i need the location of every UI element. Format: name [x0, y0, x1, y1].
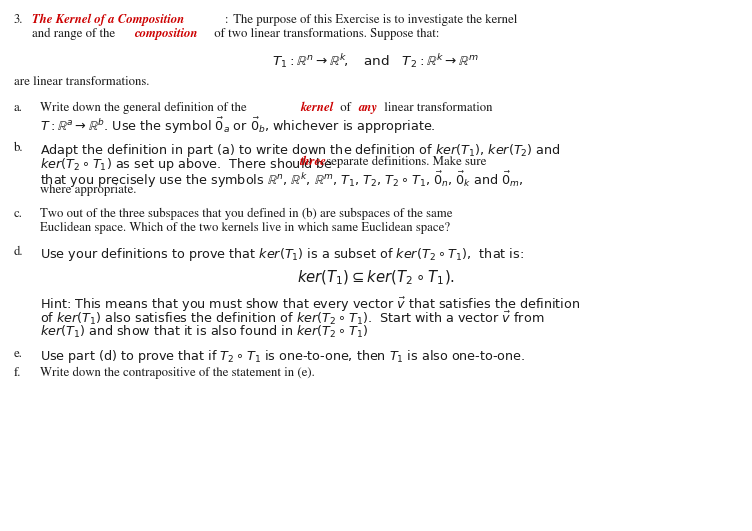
Text: Euclidean space. Which of the two kernels live in which same Euclidean space?: Euclidean space. Which of the two kernel…: [40, 222, 450, 234]
Text: of: of: [337, 102, 354, 114]
Text: of $\mathit{ker}(T_1)$ also satisfies the definition of $\mathit{ker}(T_2 \circ : of $\mathit{ker}(T_1)$ also satisfies th…: [40, 310, 544, 328]
Text: $T_1 : \mathbb{R}^n \rightarrow \mathbb{R}^k\!, \quad \mathrm{and} \quad T_2 : \: $T_1 : \mathbb{R}^n \rightarrow \mathbb{…: [272, 52, 480, 70]
Text: three: three: [299, 156, 326, 168]
Text: The purpose of this Exercise is to investigate the kernel: The purpose of this Exercise is to inves…: [230, 14, 517, 26]
Text: linear transformation: linear transformation: [381, 102, 493, 114]
Text: d.: d.: [14, 246, 23, 258]
Text: of two linear transformations. Suppose that:: of two linear transformations. Suppose t…: [211, 28, 439, 40]
Text: Use your definitions to prove that $\mathit{ker}(T_1)$ is a subset of $\mathit{k: Use your definitions to prove that $\mat…: [40, 246, 524, 263]
Text: a.: a.: [14, 102, 23, 114]
Text: $\mathit{ker}(T_2 \circ T_1)$ as set up above.  There should be: $\mathit{ker}(T_2 \circ T_1)$ as set up …: [40, 156, 334, 173]
Text: :: :: [225, 14, 229, 26]
Text: kernel: kernel: [300, 102, 333, 114]
Text: Use part (d) to prove that if $T_2 \circ T_1$ is one-to-one, then $T_1$ is also : Use part (d) to prove that if $T_2 \circ…: [40, 348, 526, 365]
Text: 3.: 3.: [14, 14, 23, 26]
Text: and range of the: and range of the: [32, 28, 118, 40]
Text: f.: f.: [14, 367, 21, 379]
Text: that you precisely use the symbols $\mathbb{R}^n$, $\mathbb{R}^k$, $\mathbb{R}^m: that you precisely use the symbols $\mat…: [40, 170, 523, 190]
Text: Two out of the three subspaces that you defined in (b) are subspaces of the same: Two out of the three subspaces that you …: [40, 208, 453, 220]
Text: c.: c.: [14, 208, 23, 220]
Text: are linear transformations.: are linear transformations.: [14, 76, 150, 88]
Text: separate definitions. Make sure: separate definitions. Make sure: [323, 156, 487, 168]
Text: b.: b.: [14, 142, 23, 154]
Text: Hint: This means that you must show that every vector $\vec{v}$ that satisfies t: Hint: This means that you must show that…: [40, 296, 581, 314]
Text: Write down the general definition of the: Write down the general definition of the: [40, 102, 250, 114]
Text: composition: composition: [134, 28, 198, 40]
Text: Adapt the definition in part (a) to write down the definition of $\mathit{ker}(T: Adapt the definition in part (a) to writ…: [40, 142, 561, 159]
Text: Write down the contrapositive of the statement in (e).: Write down the contrapositive of the sta…: [40, 367, 315, 379]
Text: $\mathit{ker}(T_1) \subseteq \mathit{ker}(T_2 \circ T_1).$: $\mathit{ker}(T_1) \subseteq \mathit{ker…: [297, 269, 455, 287]
Text: $\mathit{ker}(T_1)$ and show that it is also found in $\mathit{ker}(T_2 \circ T_: $\mathit{ker}(T_1)$ and show that it is …: [40, 324, 368, 340]
Text: e.: e.: [14, 348, 23, 360]
Text: The Kernel of a Composition: The Kernel of a Composition: [32, 14, 184, 26]
Text: where appropriate.: where appropriate.: [40, 184, 136, 196]
Text: any: any: [358, 102, 377, 114]
Text: $T : \mathbb{R}^a \rightarrow \mathbb{R}^b$. Use the symbol $\vec{0}_a$ or $\vec: $T : \mathbb{R}^a \rightarrow \mathbb{R}…: [40, 116, 435, 136]
